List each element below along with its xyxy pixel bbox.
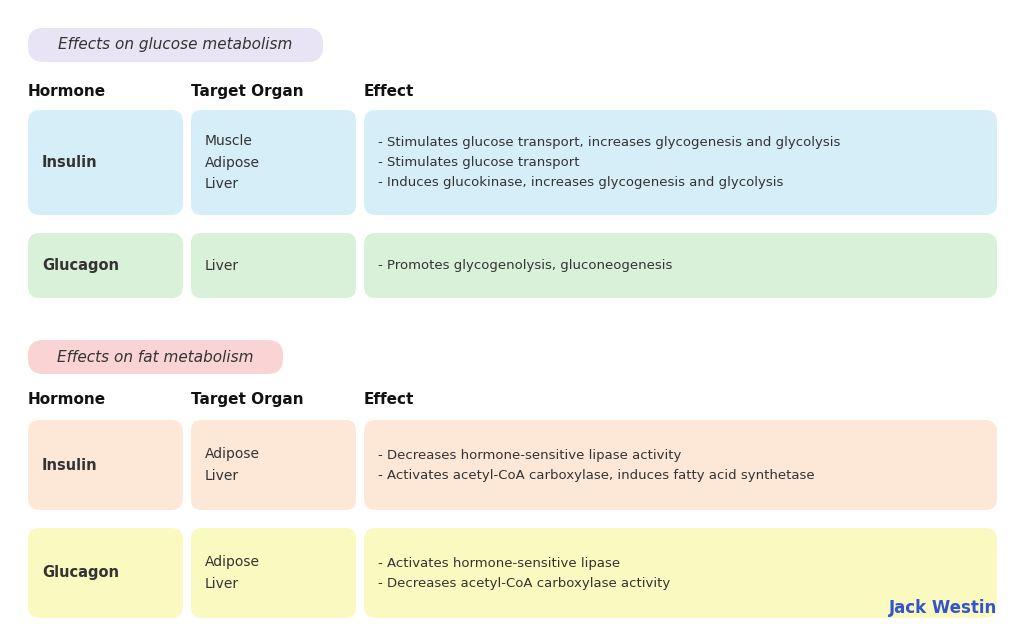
Text: Target Organ: Target Organ — [191, 84, 303, 99]
Text: Adipose
Liver: Adipose Liver — [205, 447, 260, 483]
Text: Hormone: Hormone — [28, 392, 107, 407]
Text: Insulin: Insulin — [42, 457, 97, 472]
FancyBboxPatch shape — [364, 233, 997, 298]
FancyBboxPatch shape — [191, 110, 356, 215]
Text: Liver: Liver — [205, 258, 239, 272]
FancyBboxPatch shape — [191, 233, 356, 298]
Text: Muscle
Adipose
Liver: Muscle Adipose Liver — [205, 134, 260, 191]
Text: - Decreases hormone-sensitive lipase activity
- Activates acetyl-CoA carboxylase: - Decreases hormone-sensitive lipase act… — [378, 448, 815, 481]
Text: Adipose
Liver: Adipose Liver — [205, 555, 260, 591]
Text: Effect: Effect — [364, 392, 414, 407]
FancyBboxPatch shape — [364, 420, 997, 510]
Text: Effect: Effect — [364, 84, 414, 99]
Text: Glucagon: Glucagon — [42, 258, 119, 273]
Text: Jack Westin: Jack Westin — [889, 599, 997, 617]
Text: Hormone: Hormone — [28, 84, 107, 99]
FancyBboxPatch shape — [364, 528, 997, 618]
Text: - Activates hormone-sensitive lipase
- Decreases acetyl-CoA carboxylase activity: - Activates hormone-sensitive lipase - D… — [378, 556, 670, 589]
FancyBboxPatch shape — [191, 528, 356, 618]
FancyBboxPatch shape — [28, 420, 183, 510]
Text: - Stimulates glucose transport, increases glycogenesis and glycolysis
- Stimulat: - Stimulates glucose transport, increase… — [378, 136, 840, 189]
Text: Target Organ: Target Organ — [191, 392, 303, 407]
Text: Insulin: Insulin — [42, 155, 97, 170]
Text: Glucagon: Glucagon — [42, 566, 119, 580]
Text: Effects on glucose metabolism: Effects on glucose metabolism — [58, 37, 293, 53]
FancyBboxPatch shape — [28, 28, 323, 62]
Text: Effects on fat metabolism: Effects on fat metabolism — [57, 349, 254, 364]
FancyBboxPatch shape — [28, 110, 183, 215]
Text: - Promotes glycogenolysis, gluconeogenesis: - Promotes glycogenolysis, gluconeogenes… — [378, 259, 672, 272]
FancyBboxPatch shape — [28, 528, 183, 618]
FancyBboxPatch shape — [28, 340, 283, 374]
FancyBboxPatch shape — [191, 420, 356, 510]
FancyBboxPatch shape — [364, 110, 997, 215]
FancyBboxPatch shape — [28, 233, 183, 298]
